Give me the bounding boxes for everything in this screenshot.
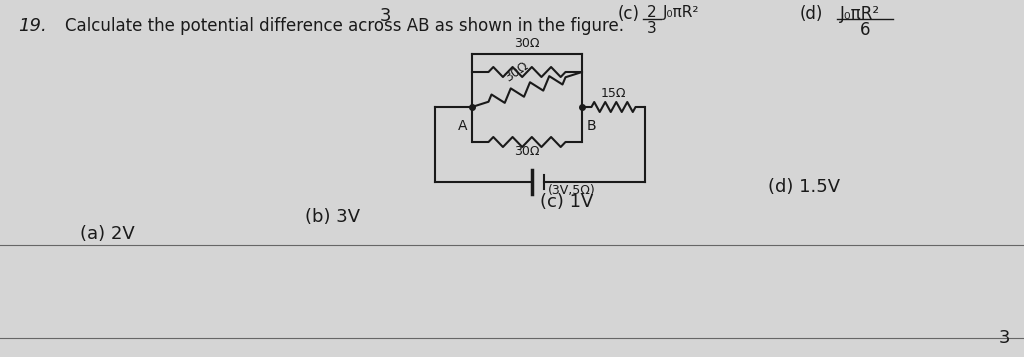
Text: (3V,5Ω): (3V,5Ω) (548, 184, 596, 197)
Text: B: B (587, 119, 597, 133)
Text: (d): (d) (800, 5, 823, 23)
Text: A: A (458, 119, 467, 133)
Text: 30Ω: 30Ω (503, 59, 531, 85)
Text: 3: 3 (379, 7, 391, 25)
Text: 30Ω: 30Ω (514, 37, 540, 50)
Text: Calculate the potential difference across AB as shown in the figure.: Calculate the potential difference acros… (65, 17, 624, 35)
Text: 3: 3 (647, 21, 656, 36)
Text: 19.: 19. (18, 17, 47, 35)
Text: 2: 2 (647, 5, 656, 20)
Text: J₀πR²: J₀πR² (663, 5, 699, 20)
Text: 15Ω: 15Ω (601, 87, 627, 100)
Text: 30Ω: 30Ω (514, 145, 540, 158)
Text: (c): (c) (618, 5, 640, 23)
Text: (c) 1V: (c) 1V (540, 193, 593, 211)
Text: J₀πR²: J₀πR² (840, 5, 880, 23)
Text: 6: 6 (860, 21, 870, 39)
Text: 3: 3 (998, 329, 1010, 347)
Text: (d) 1.5V: (d) 1.5V (768, 178, 840, 196)
Text: (b) 3V: (b) 3V (305, 208, 360, 226)
Text: (a) 2V: (a) 2V (80, 225, 135, 243)
